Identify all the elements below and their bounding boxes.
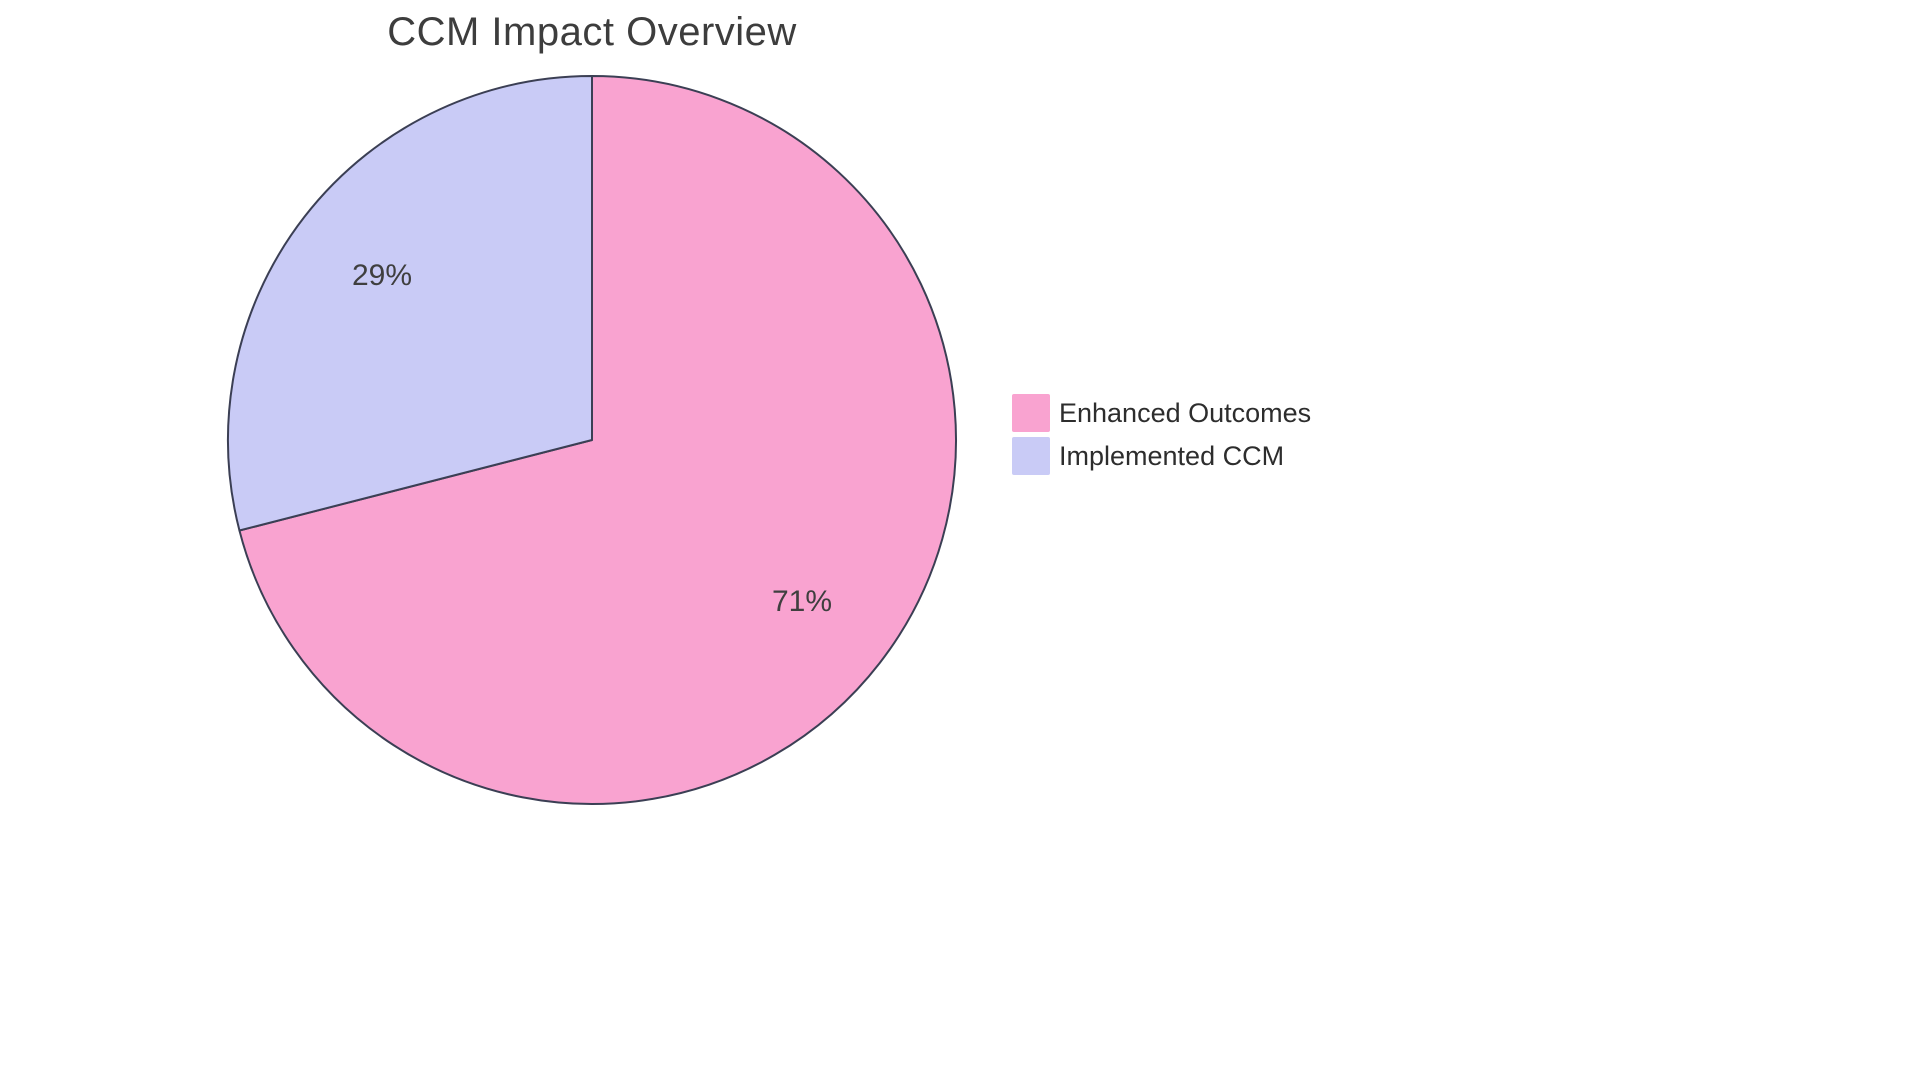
chart-legend: Enhanced Outcomes Implemented CCM (1012, 394, 1311, 475)
legend-item: Implemented CCM (1012, 437, 1311, 475)
legend-label: Implemented CCM (1059, 440, 1285, 471)
legend-label: Enhanced Outcomes (1059, 397, 1312, 428)
pie-value-label: 71% (772, 585, 832, 618)
legend-swatch (1012, 394, 1050, 432)
pie-slice-implemented-ccm (227, 75, 593, 532)
pie-value-label: 29% (352, 259, 412, 292)
pie-labels-group: 71% 29% (352, 259, 832, 618)
pie-slices-group (227, 75, 957, 805)
legend-item: Enhanced Outcomes (1012, 394, 1311, 432)
legend-swatch (1012, 437, 1050, 475)
chart-title: CCM Impact Overview (387, 10, 797, 54)
pie-slice-enhanced-outcomes (238, 75, 957, 805)
